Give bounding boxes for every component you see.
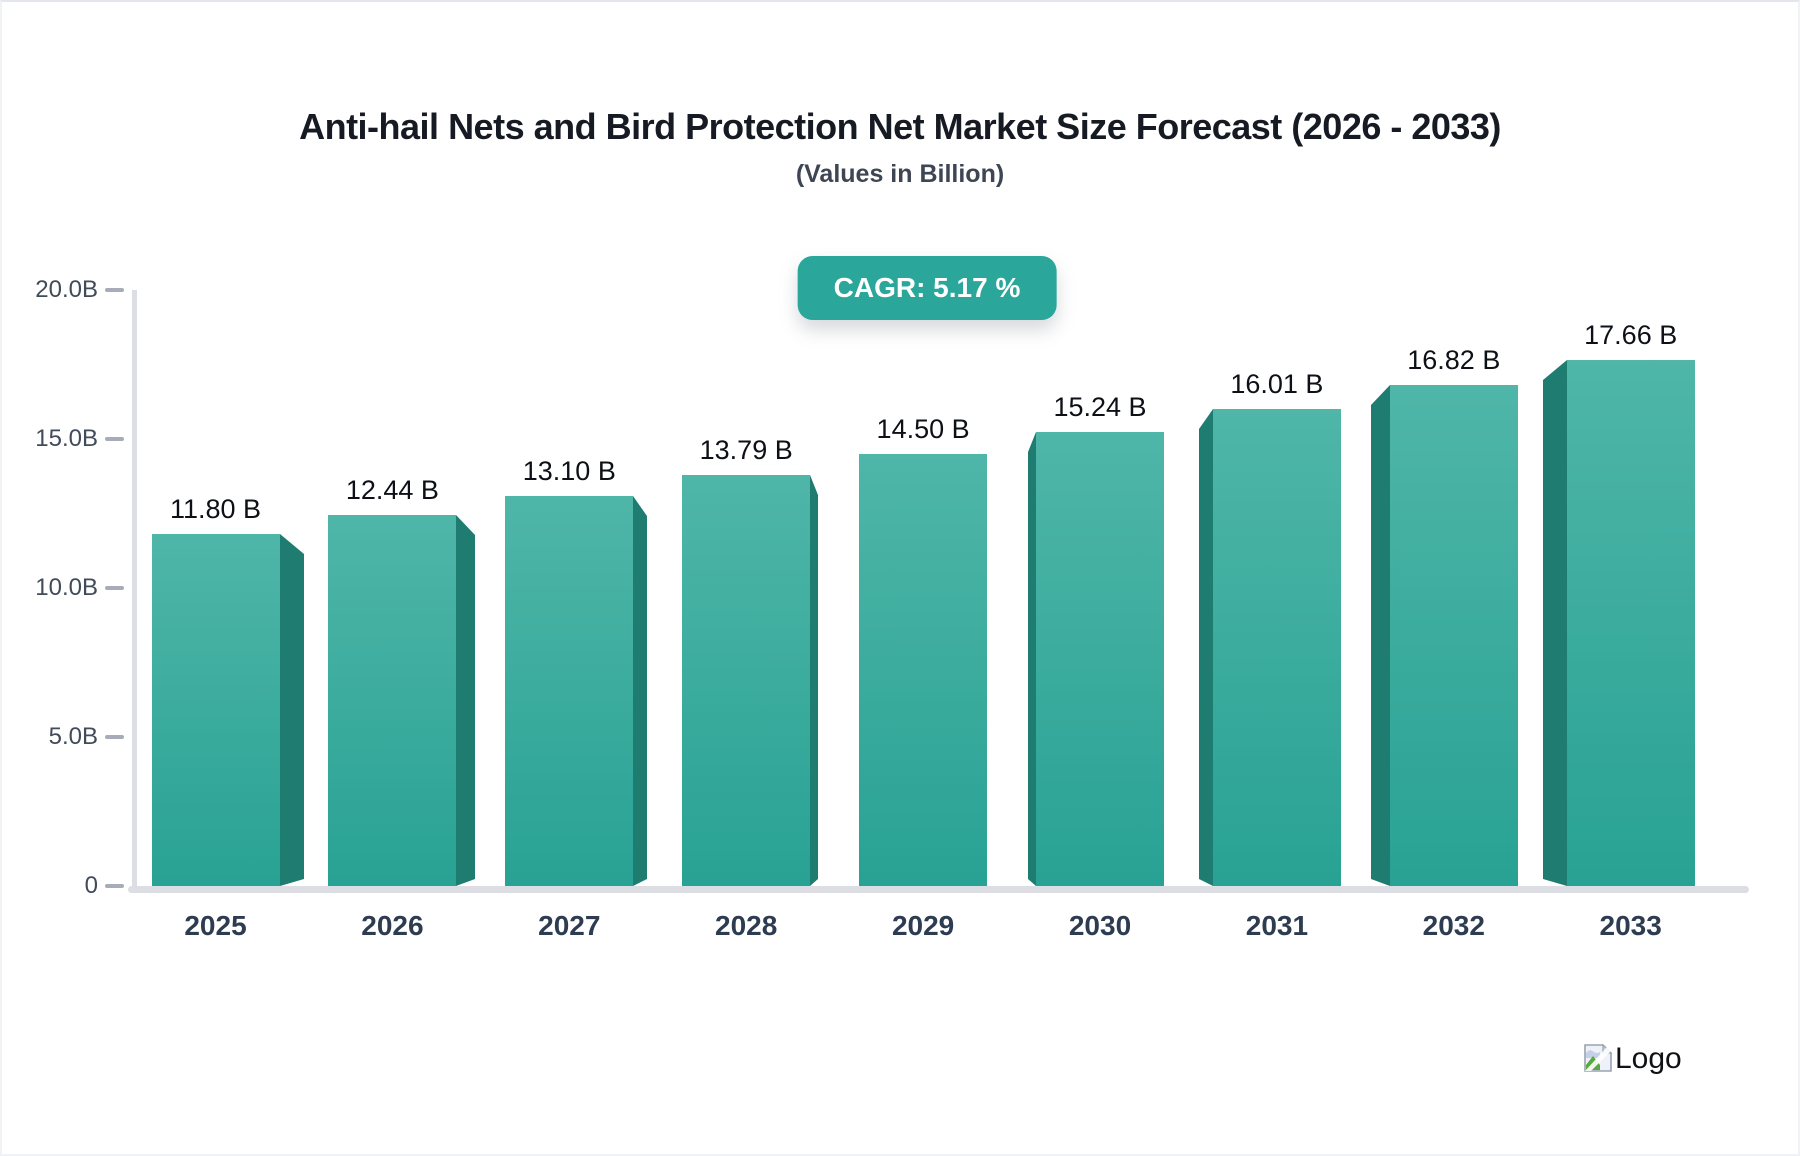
x-axis-label-2026: 2026 (361, 910, 424, 941)
y-axis-tick (105, 735, 124, 739)
bar-value-label-2031: 16.01 B (1230, 369, 1324, 399)
y-axis-label-20.0B: 20.0B (35, 276, 98, 303)
x-axis-label-2029: 2029 (891, 910, 955, 941)
cagr-badge: CAGR: 5.17 % (797, 256, 1057, 320)
x-axis-label-2030: 2030 (1068, 910, 1132, 941)
x-axis-label-2032: 2032 (1422, 910, 1485, 941)
bar-2031 (1213, 409, 1341, 886)
x-axis-label-2027: 2027 (538, 910, 601, 941)
bar-2032 (1390, 385, 1518, 886)
bar-side-2025 (280, 534, 304, 886)
bar-value-label-2026: 12.44 B (345, 475, 439, 505)
bar-value-label-2033: 17.66 B (1584, 320, 1678, 350)
bar-side-2030 (1028, 432, 1036, 886)
bar-2029 (859, 454, 987, 886)
y-axis-label-5.0B: 5.0B (48, 723, 98, 750)
bar-value-label-2030: 15.24 B (1053, 392, 1147, 422)
bar-2025 (152, 534, 280, 886)
y-axis-label-10.0B: 10.0B (35, 574, 98, 601)
bar-value-label-2025: 11.80 B (169, 494, 262, 524)
chart-subtitle: (Values in Billion) (795, 160, 1005, 188)
x-axis-label-2028: 2028 (715, 910, 778, 941)
x-axis-label-2025: 2025 (184, 910, 247, 941)
plot-area: 11.80 B 12.44 B 13.10 B 13.79 B 14.50 B 15.24… (132, 290, 1747, 886)
bar-side-2027 (633, 496, 647, 886)
x-axis-baseline (128, 886, 1749, 893)
chart-title: Anti-hail Nets and Bird Protection Net M… (299, 106, 1501, 147)
x-axis-label-2031: 2031 (1245, 910, 1309, 941)
bar-side-2031 (1199, 409, 1213, 886)
bar-side-2032 (1371, 385, 1390, 886)
bar-side-2033 (1543, 360, 1567, 886)
y-axis-tick (105, 586, 124, 590)
x-axis: 2025 2026 2027 2028 2029 2030 2031 2032 2033 (137, 910, 1747, 950)
y-axis-tick (105, 437, 124, 441)
bar-side-2026 (456, 515, 475, 886)
bar-side-2028 (810, 475, 818, 886)
y-axis-label-0: 0 (84, 872, 98, 899)
bar-value-label-2029: 14.50 B (876, 414, 970, 444)
bar-value-label-2028: 13.79 B (699, 435, 793, 465)
bar-2030 (1036, 432, 1164, 886)
x-axis-label-2033: 2033 (1599, 910, 1662, 941)
y-axis-tick (105, 288, 124, 292)
y-axis: 20.0B 15.0B 10.0B 5.0B 0 (2, 2, 132, 1154)
bar-value-label-2027: 13.10 B (522, 456, 616, 486)
logo: Logo (1583, 1040, 1682, 1078)
bar-2027 (505, 496, 633, 886)
bar-2033 (1567, 360, 1695, 886)
logo-text: Logo (1615, 1042, 1682, 1075)
bar-2028 (682, 475, 810, 886)
bar-2026 (328, 515, 456, 886)
bar-value-label-2032: 16.82 B (1407, 345, 1501, 375)
y-axis-label-15.0B: 15.0B (35, 425, 98, 452)
y-axis-tick (105, 884, 124, 888)
broken-image-icon (1584, 1043, 1613, 1072)
